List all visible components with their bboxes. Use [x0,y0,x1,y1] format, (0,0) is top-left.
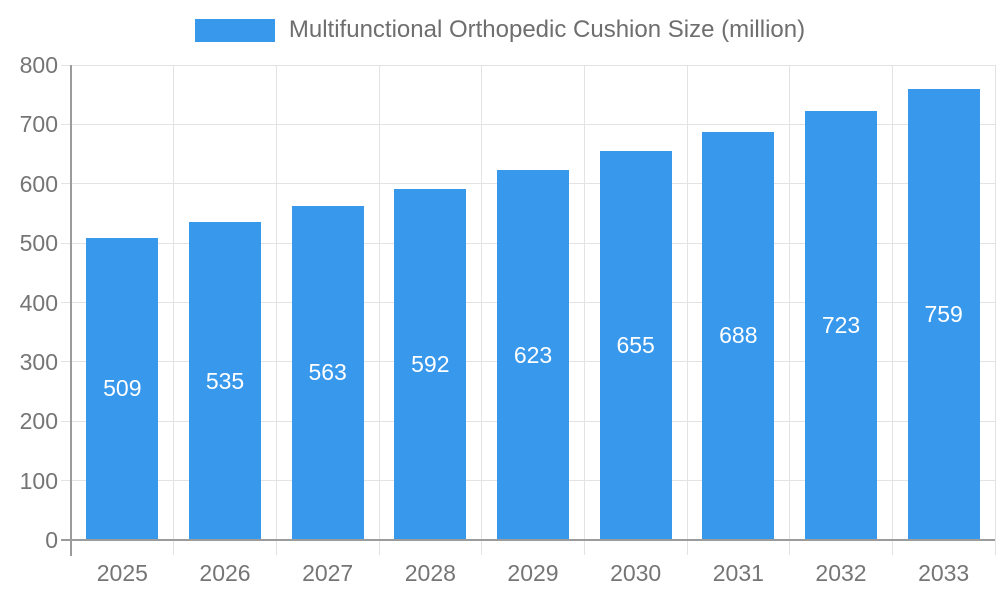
y-axis-tick-label: 500 [19,230,58,257]
bar-value-label: 723 [821,311,861,338]
bar: 563 [291,205,364,540]
bar: 688 [702,131,775,540]
y-axis-tick-label: 400 [19,289,58,316]
bar: 509 [86,237,159,540]
y-axis-tick-label: 600 [19,170,58,197]
x-axis-tick-label: 2027 [302,560,354,586]
x-gridline [275,65,277,555]
x-gridline [789,65,791,555]
x-axis-tick-label: 2028 [404,560,456,586]
bar-value-label: 759 [924,301,963,328]
y-axis-tick-label: 700 [19,111,58,138]
y-axis-tick-label: 200 [19,408,58,435]
x-axis-tick-label: 2031 [712,560,764,586]
legend-label: Multifunctional Orthopedic Cushion Size … [288,16,806,43]
bar: 655 [599,151,672,540]
bar-value-label: 535 [205,367,245,394]
x-gridline [994,65,996,555]
x-gridline [173,65,175,555]
x-gridline [686,65,688,555]
x-axis-tick-label: 2030 [610,560,662,586]
y-gridline [61,64,995,66]
bar-value-label: 655 [616,332,655,359]
x-gridline [891,65,893,555]
bar-value-label: 623 [513,341,553,368]
x-axis-tick-label: 2025 [96,560,148,586]
x-axis-tick-label: 2033 [918,560,970,586]
x-gridline [583,65,585,555]
x-axis-tick-label: 2029 [507,560,559,586]
bar: 723 [805,110,877,540]
x-gridline [481,65,483,555]
bar-value-label: 509 [103,375,142,402]
bar-value-label: 592 [411,350,450,377]
y-axis-tick-label: 800 [19,52,58,78]
bar-value-label: 563 [308,359,347,386]
bar-value-label: 688 [719,322,758,349]
bar: 759 [907,89,980,540]
bar: 623 [497,170,569,540]
x-gridline [378,65,380,555]
legend-swatch [194,18,275,42]
bar: 592 [394,188,467,540]
y-axis-tick-label: 100 [19,467,58,494]
y-axis-line [70,65,72,556]
x-axis-tick-label: 2026 [199,560,251,586]
chart-legend: Multifunctional Orthopedic Cushion Size … [0,16,1000,44]
y-axis-tick-label: 300 [19,348,58,375]
x-axis-line [61,539,995,541]
bar: 535 [189,222,261,540]
x-axis-tick-label: 2032 [815,560,867,586]
y-axis-tick-label: 0 [45,527,58,553]
y-gridline [61,123,995,125]
